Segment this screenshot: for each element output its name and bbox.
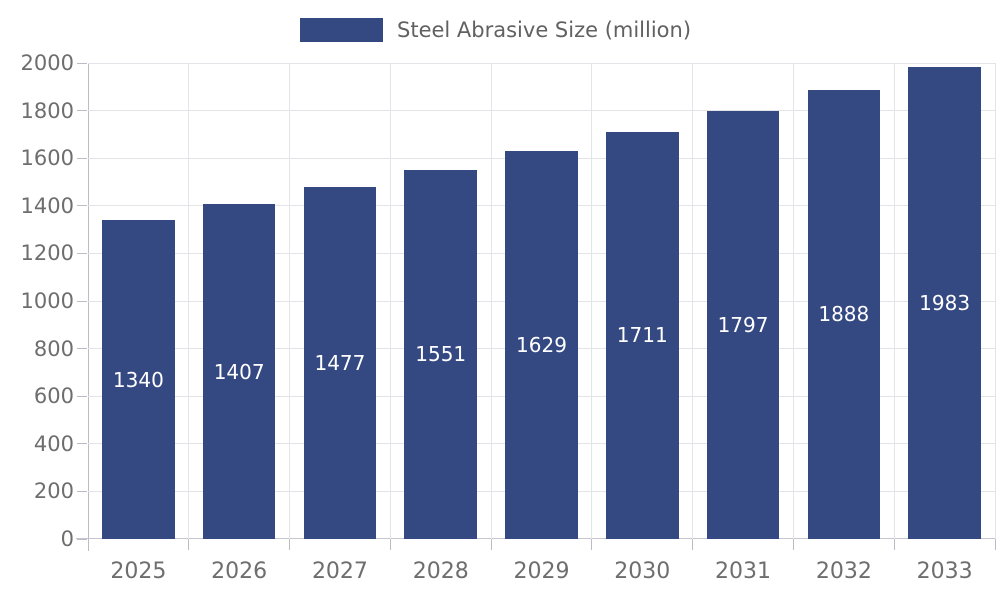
y-tick-label: 1600 [20,146,74,171]
y-tick-label: 1200 [20,241,74,266]
bar: 1711 [605,131,679,539]
bar: 1407 [202,204,276,539]
x-tick-mark [994,539,996,550]
x-gridline [692,63,694,539]
x-gridline [289,63,291,539]
y-tick-mark [77,490,87,492]
bar-value-label: 1888 [818,302,870,327]
x-gridline [490,63,492,539]
legend-label: Steel Abrasive Size (million) [397,18,692,42]
y-tick-label: 1000 [20,289,74,313]
x-tick-label: 2028 [412,559,469,584]
y-tick-label: 0 [60,527,74,551]
x-tick-mark [389,539,391,550]
x-tick-mark [591,539,593,550]
y-gridline [88,62,995,64]
bar-value-label: 1551 [415,342,467,367]
x-tick-label: 2031 [715,559,772,584]
bar: 1888 [807,89,881,539]
y-tick-mark [77,62,87,64]
y-tick-label: 600 [33,384,74,409]
bar-value-label: 1629 [516,333,567,358]
x-gridline [893,63,895,539]
plot-area: 0 200 400 600 800 1000 1200 1400 1600 1800 2000 134… [21,51,996,584]
y-tick-mark [77,205,87,207]
y-tick-mark [77,348,87,350]
x-tick-label: 2030 [614,559,671,584]
x-tick-label: 2026 [211,559,268,584]
y-tick-mark [77,538,87,540]
x-tick-mark [490,539,492,550]
y-tick-mark [77,395,87,397]
bar-value-label: 1983 [919,291,971,316]
y-tick-mark [77,300,87,302]
y-tick-mark [77,252,87,254]
y-tick-label: 2000 [20,51,74,75]
x-tick-mark [692,539,694,550]
x-tick-mark [188,539,190,550]
bar: 1629 [505,151,578,539]
bar: 1983 [908,67,981,539]
x-tick-label: 2032 [815,559,872,584]
legend-swatch [300,18,383,42]
y-tick-label: 800 [33,336,74,361]
x-gridline [591,63,593,539]
x-tick-label: 2027 [311,559,368,584]
bar: 1551 [404,169,477,539]
bar-value-label: 1797 [717,313,769,338]
y-tick-label: 1800 [20,98,74,123]
legend: Steel Abrasive Size (million) [300,18,691,42]
x-tick-mark [87,539,89,550]
y-tick-label: 200 [33,479,74,504]
x-tick-label: 2033 [916,559,973,584]
x-tick-mark [289,539,291,550]
y-axis-line [88,63,89,551]
bar-value-label: 1340 [112,367,164,392]
bar: 1340 [102,220,175,539]
bar: 1477 [303,187,377,539]
bar-value-label: 1711 [616,323,668,348]
y-tick-mark [77,157,87,159]
bar-value-label: 1477 [314,351,366,376]
x-gridline [792,63,794,539]
x-gridline [994,63,996,539]
x-gridline [389,63,391,539]
x-tick-mark [792,539,794,550]
x-gridline [188,63,190,539]
y-tick-label: 1400 [20,193,74,218]
y-tick-mark [77,110,87,112]
x-tick-label: 2025 [110,559,167,584]
x-tick-label: 2029 [513,559,570,584]
bar: 1797 [706,111,780,539]
x-tick-mark [893,539,895,550]
y-tick-mark [77,443,87,445]
bar-value-label: 1407 [213,359,265,384]
y-tick-label: 400 [33,431,74,456]
y-gridline [88,110,995,112]
